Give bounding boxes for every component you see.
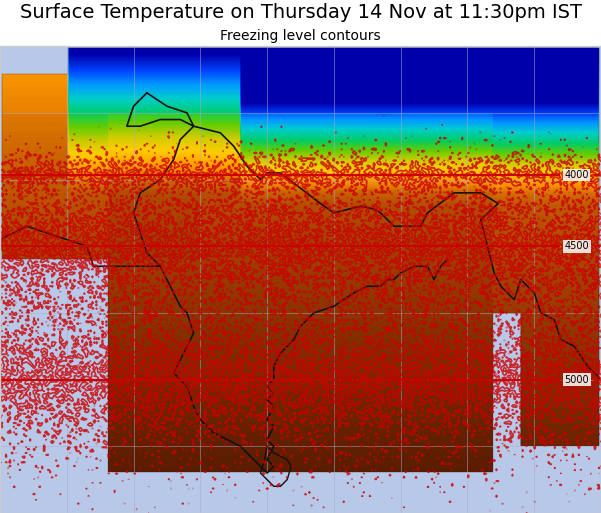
Text: 5000: 5000 (564, 374, 589, 385)
Text: 4000: 4000 (564, 170, 589, 180)
Bar (0, 46, 601, 513)
Text: Freezing level contours: Freezing level contours (220, 29, 381, 43)
Text: Surface Temperature on Thursday 14 Nov at 11:30pm IST: Surface Temperature on Thursday 14 Nov a… (19, 4, 582, 23)
Text: 4500: 4500 (564, 241, 589, 251)
